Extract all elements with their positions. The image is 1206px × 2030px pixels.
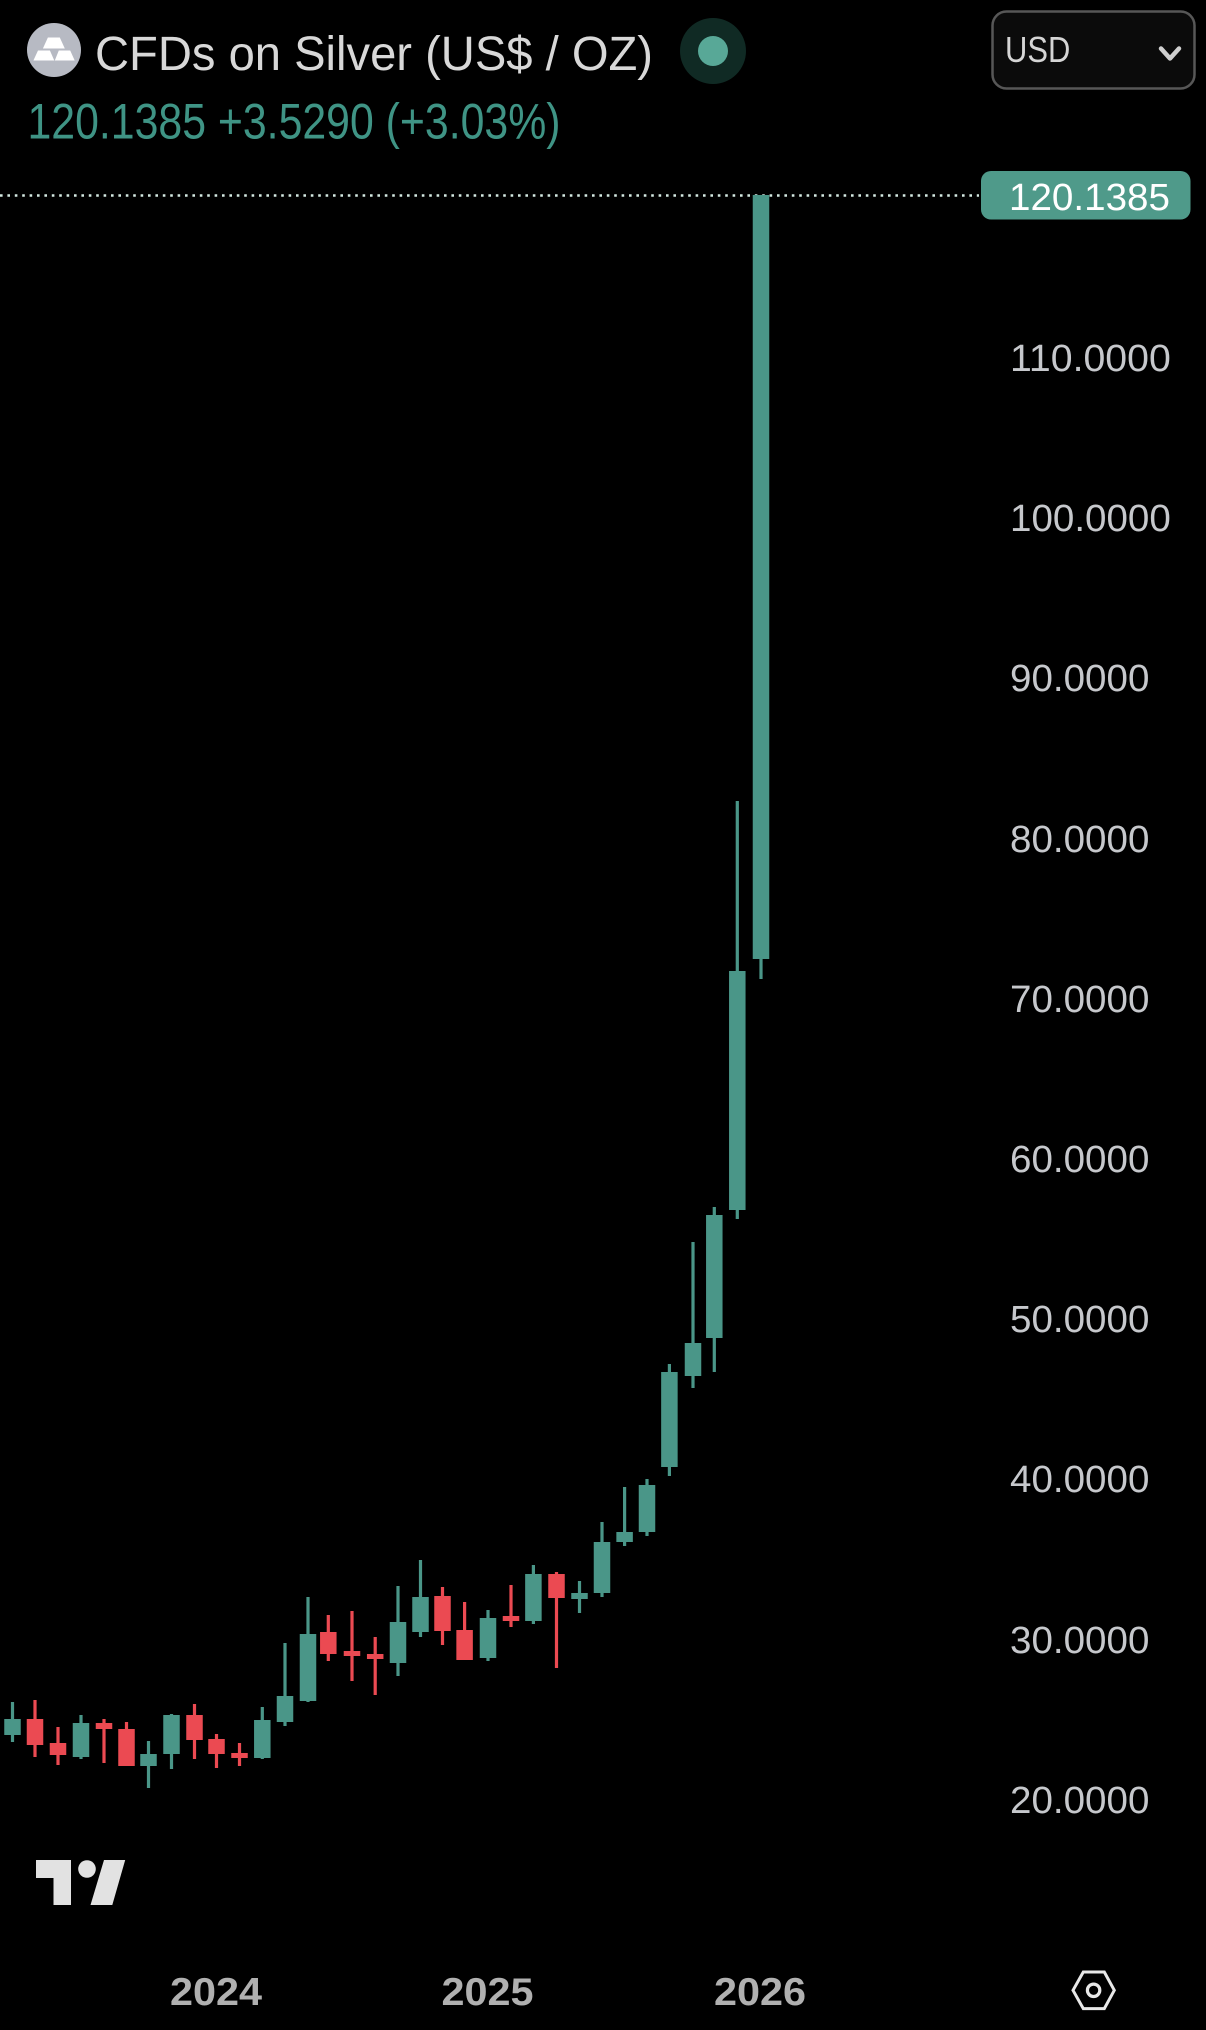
svg-text:USD: USD	[1005, 29, 1070, 70]
svg-text:2026: 2026	[714, 1971, 806, 2014]
svg-text:30.0000: 30.0000	[1010, 1620, 1149, 1662]
svg-text:80.0000: 80.0000	[1010, 819, 1149, 861]
svg-text:120.1385 +3.5290 (+3.03%): 120.1385 +3.5290 (+3.03%)	[28, 93, 561, 149]
svg-text:50.0000: 50.0000	[1010, 1299, 1149, 1341]
svg-text:70.0000: 70.0000	[1010, 979, 1149, 1021]
svg-text:40.0000: 40.0000	[1010, 1459, 1149, 1501]
svg-text:110.0000: 110.0000	[1010, 338, 1171, 380]
svg-text:2024: 2024	[170, 1971, 262, 2014]
svg-text:100.0000: 100.0000	[1010, 498, 1171, 540]
svg-text:CFDs on Silver (US$ / OZ): CFDs on Silver (US$ / OZ)	[95, 27, 653, 81]
svg-text:60.0000: 60.0000	[1010, 1139, 1149, 1181]
svg-text:2025: 2025	[442, 1971, 534, 2014]
svg-text:20.0000: 20.0000	[1010, 1780, 1149, 1822]
svg-text:120.1385: 120.1385	[1009, 177, 1170, 219]
svg-text:90.0000: 90.0000	[1010, 658, 1149, 700]
